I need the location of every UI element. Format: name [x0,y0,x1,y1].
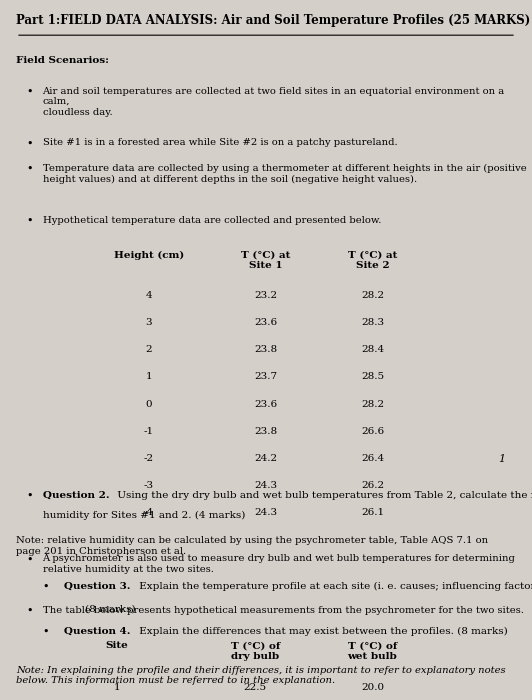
Text: 23.2: 23.2 [254,290,278,300]
Text: T (°C) at
Site 2: T (°C) at Site 2 [348,251,397,270]
Text: •: • [27,216,33,225]
Text: T (°C) at
Site 1: T (°C) at Site 1 [242,251,290,270]
Text: 20.0: 20.0 [361,683,384,692]
Text: •: • [27,87,33,97]
Text: Field Scenarios:: Field Scenarios: [16,56,109,65]
Text: 23.8: 23.8 [254,427,278,436]
Text: 28.3: 28.3 [361,318,384,327]
Text: •: • [27,491,33,500]
Text: 23.8: 23.8 [254,345,278,354]
Text: 3: 3 [146,318,152,327]
Text: 26.4: 26.4 [361,454,384,463]
Text: •: • [27,554,33,564]
Text: Using the dry dry bulb and wet bulb temperatures from Table 2, calculate the rel: Using the dry dry bulb and wet bulb temp… [114,491,532,500]
Text: 24.3: 24.3 [254,508,278,517]
Text: Part 1:FIELD DATA ANALYSIS: Air and Soil Temperature Profiles (25 MARKS): Part 1:FIELD DATA ANALYSIS: Air and Soil… [16,14,530,27]
Text: Question 2.: Question 2. [43,491,109,500]
Text: T (°C) of
wet bulb: T (°C) of wet bulb [347,641,397,661]
Text: 26.2: 26.2 [361,481,384,490]
Text: Explain the differences that may exist between the profiles. (8 marks): Explain the differences that may exist b… [136,627,508,636]
Text: 0: 0 [146,400,152,409]
Text: Height (cm): Height (cm) [114,251,184,260]
Text: Note: relative humidity can be calculated by using the psychrometer table, Table: Note: relative humidity can be calculate… [16,536,488,556]
Text: 4: 4 [146,290,152,300]
Text: Site: Site [106,641,128,650]
Text: 26.1: 26.1 [361,508,384,517]
Text: -3: -3 [144,481,154,490]
Text: Air and soil temperatures are collected at two field sites in an equatorial envi: Air and soil temperatures are collected … [43,87,505,117]
Text: Hypothetical temperature data are collected and presented below.: Hypothetical temperature data are collec… [43,216,381,225]
Text: 28.4: 28.4 [361,345,384,354]
Text: Site #1 is in a forested area while Site #2 is on a patchy pastureland.: Site #1 is in a forested area while Site… [43,139,397,148]
Text: Explain the temperature profile at each site (i. e. causes; influencing factors): Explain the temperature profile at each … [136,582,532,591]
Text: T (°C) of
dry bulb: T (°C) of dry bulb [231,641,280,661]
Text: 2: 2 [146,345,152,354]
Text: •: • [27,606,33,616]
Text: A psychrometer is also used to measure dry bulb and wet bulb temperatures for de: A psychrometer is also used to measure d… [43,554,516,574]
Text: 23.7: 23.7 [254,372,278,382]
Text: The table below presents hypothetical measurements from the psychrometer for the: The table below presents hypothetical me… [43,606,523,615]
Text: humidity for Sites #1 and 2. (4 marks): humidity for Sites #1 and 2. (4 marks) [43,511,245,520]
Text: 28.2: 28.2 [361,400,384,409]
Text: •: • [43,582,49,591]
Text: 24.2: 24.2 [254,454,278,463]
Text: 22.5: 22.5 [244,683,267,692]
Text: 23.6: 23.6 [254,400,278,409]
Text: •: • [43,627,49,637]
Text: 24.3: 24.3 [254,481,278,490]
Text: •: • [27,139,33,148]
Text: 1: 1 [498,454,505,464]
Text: Question 4.: Question 4. [64,627,130,636]
Text: 1: 1 [114,683,120,692]
Text: 1: 1 [146,372,152,382]
Text: 28.2: 28.2 [361,290,384,300]
Text: (8 marks): (8 marks) [85,604,136,613]
Text: •: • [27,164,33,174]
Text: 26.6: 26.6 [361,427,384,436]
Text: Note: In explaining the profile and their differences, it is important to refer : Note: In explaining the profile and thei… [16,666,505,685]
Text: 23.6: 23.6 [254,318,278,327]
Text: 28.5: 28.5 [361,372,384,382]
Text: Temperature data are collected by using a thermometer at different heights in th: Temperature data are collected by using … [43,164,526,184]
Text: -1: -1 [144,427,154,436]
Text: -2: -2 [144,454,154,463]
Text: Question 3.: Question 3. [64,582,130,591]
Text: -4: -4 [144,508,154,517]
